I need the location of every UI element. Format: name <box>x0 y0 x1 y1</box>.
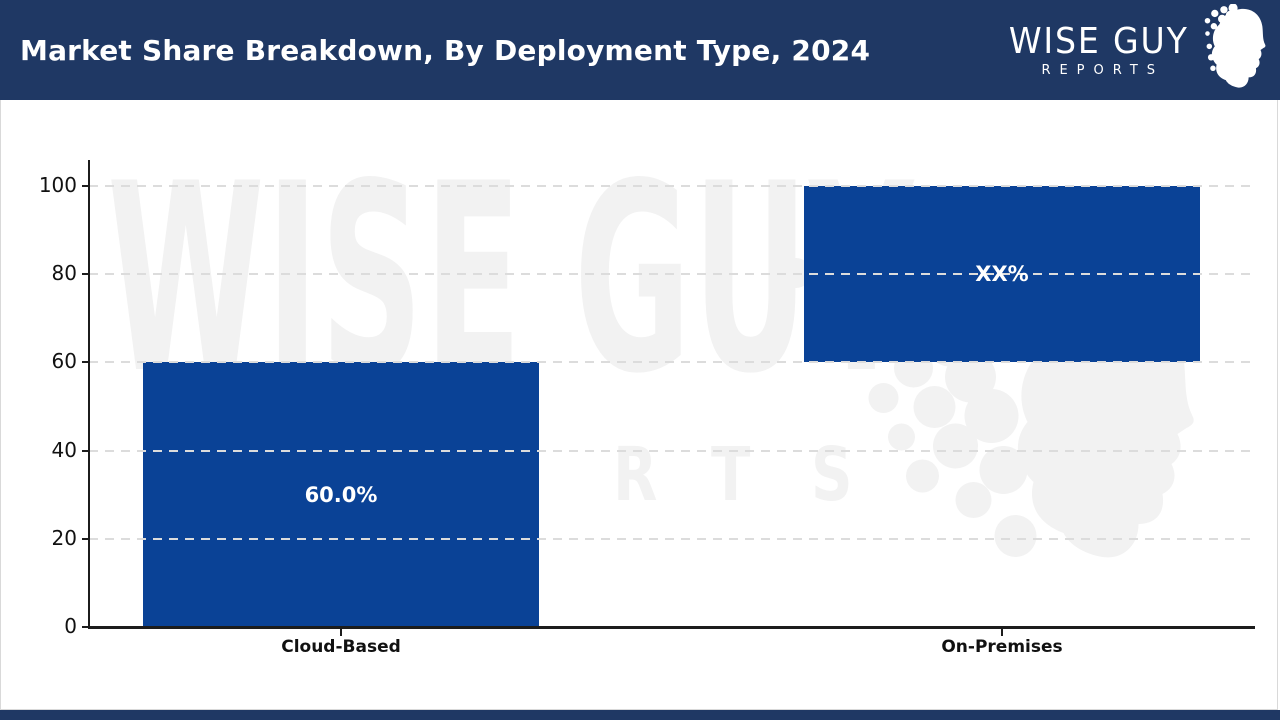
y-axis-tickmark <box>82 185 89 187</box>
y-axis-tickmark <box>82 449 89 452</box>
bar-value-label: XX% <box>975 262 1029 287</box>
y-axis-tick-label: 80 <box>51 261 77 286</box>
y-axis-tick-label: 0 <box>64 614 77 638</box>
page-title: Market Share Breakdown, By Deployment Ty… <box>20 33 871 67</box>
y-axis-tick-label: 40 <box>51 437 77 462</box>
footer-bar <box>0 710 1280 720</box>
y-axis-tick-label: 100 <box>38 173 77 197</box>
y-axis-tick-label: 60 <box>51 349 77 374</box>
y-axis-tick-label: 20 <box>51 525 77 550</box>
header: Market Share Breakdown, By Deployment Ty… <box>0 0 1280 100</box>
x-axis-line <box>88 626 1255 629</box>
y-axis-line <box>88 160 90 629</box>
gridline-100 <box>89 185 1254 187</box>
wiseguy-head-icon <box>1204 4 1266 88</box>
x-axis-tickmark <box>1001 629 1003 636</box>
x-axis-category-label: On-Premises <box>941 637 1063 657</box>
y-axis-tickmark <box>82 626 89 628</box>
y-axis-tickmark <box>82 537 89 540</box>
gridline-60 <box>89 361 1254 364</box>
gridline-80 <box>89 273 1254 276</box>
y-axis-tickmark <box>82 273 89 276</box>
gridline-20 <box>89 537 1254 540</box>
logo-wordmark: WISE GUY REPORTS <box>1001 20 1197 78</box>
watermark-letter: S <box>811 432 853 518</box>
logo-secondary-text: REPORTS <box>1041 62 1165 78</box>
watermark-letter: R <box>613 432 658 518</box>
wiseguy-logo: WISE GUY REPORTS <box>1001 4 1267 96</box>
gridline-40 <box>89 449 1254 452</box>
logo-primary-text: WISE GUY <box>1008 20 1189 62</box>
x-axis-tickmark <box>340 629 342 636</box>
bar-value-label: 60.0% <box>304 482 378 507</box>
y-axis-tickmark <box>82 361 89 364</box>
x-axis-category-label: Cloud-Based <box>281 637 401 657</box>
watermark-letter: T <box>711 432 751 518</box>
bar-cloud-based <box>143 362 539 627</box>
